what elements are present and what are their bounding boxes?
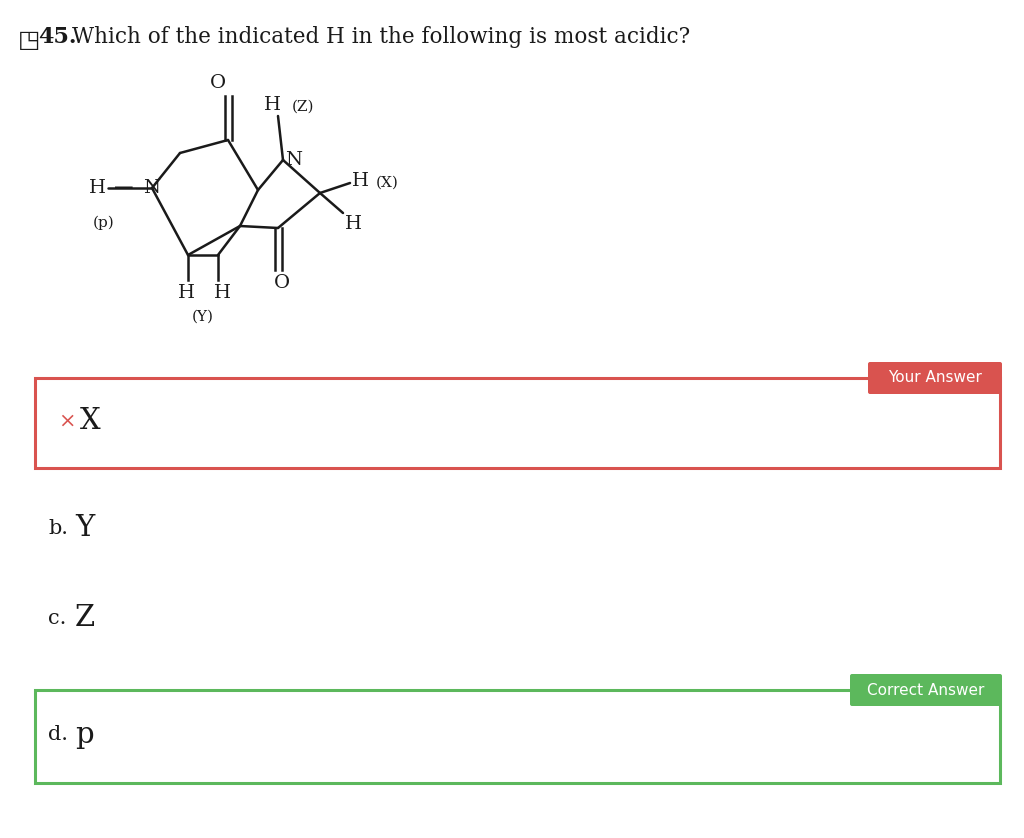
Text: H: H [345,215,362,233]
Text: (p): (p) [93,216,115,230]
Text: d.: d. [48,725,68,744]
Text: (X): (X) [376,176,399,190]
Text: —: — [114,178,133,198]
Text: H: H [263,96,281,114]
Text: (Y): (Y) [193,310,214,324]
Text: H: H [213,284,230,302]
Text: Your Answer: Your Answer [888,370,982,385]
Text: N: N [285,151,302,169]
Text: Correct Answer: Correct Answer [867,682,985,697]
Text: c.: c. [48,608,67,628]
Text: X: X [80,407,100,435]
Text: ◳: ◳ [18,28,40,52]
Bar [35,690,1000,783]
Text: ×: × [58,411,76,431]
Text: H: H [89,179,106,197]
Text: Z: Z [75,604,95,632]
Text: Which of the indicated H in the following is most acidic?: Which of the indicated H in the followin… [72,26,690,48]
Text: H: H [177,284,195,302]
Text: O: O [274,274,290,292]
FancyBboxPatch shape [868,362,1002,394]
Text: H: H [352,172,369,190]
Text: O: O [210,74,226,92]
Text: Y: Y [75,514,94,542]
Text: p: p [75,721,93,748]
FancyBboxPatch shape [850,674,1002,706]
Text: (Z): (Z) [292,100,314,114]
Text: b.: b. [48,519,68,537]
Text: N: N [143,179,161,197]
Text: 45.: 45. [38,26,77,48]
Bar [35,378,1000,468]
